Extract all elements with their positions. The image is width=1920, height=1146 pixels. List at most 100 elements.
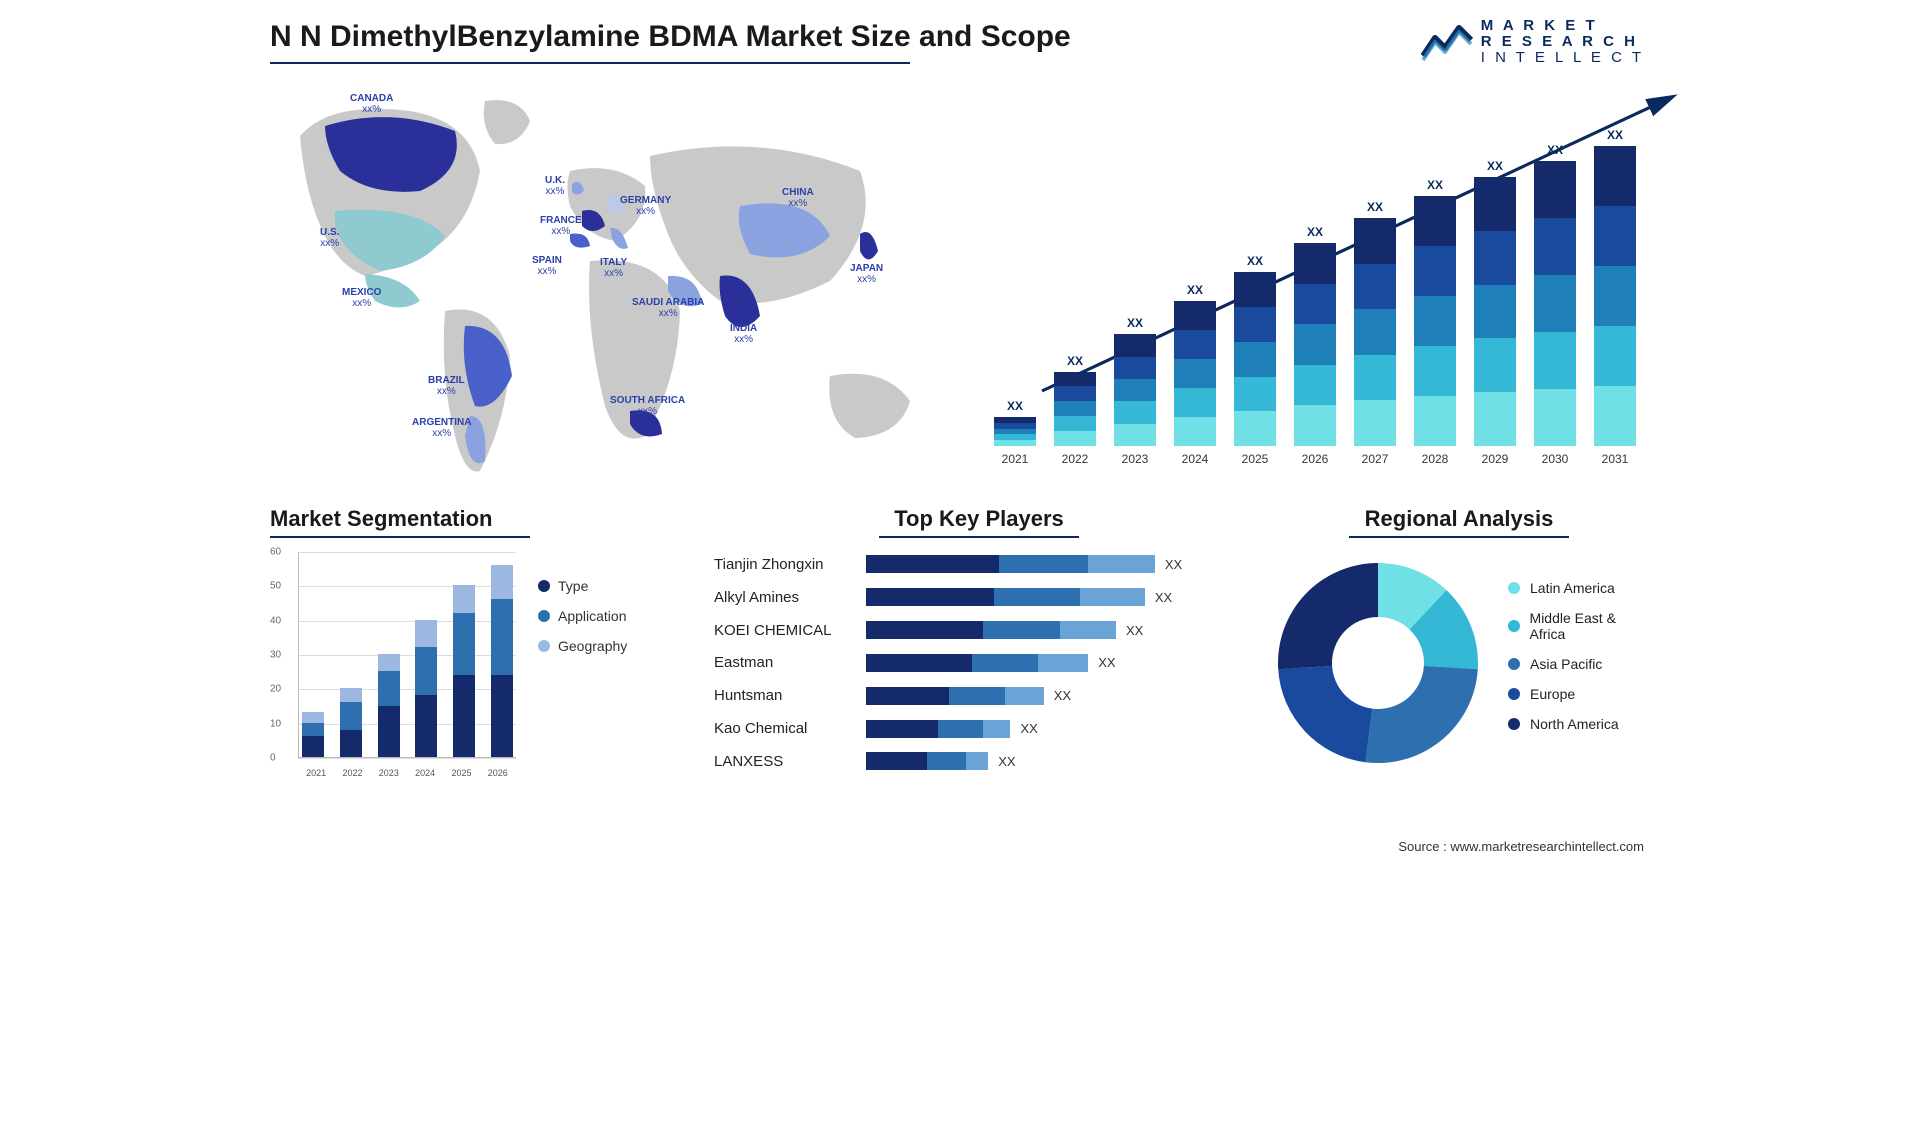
seg-y-tick: 10 xyxy=(270,718,281,729)
player-bar-row: XX xyxy=(866,554,1244,574)
growth-year-label: 2031 xyxy=(1602,452,1629,466)
map-label: FRANCExx% xyxy=(540,216,582,237)
growth-value-label: XX xyxy=(1547,143,1563,157)
player-value-label: XX xyxy=(1054,688,1071,703)
player-name: Huntsman xyxy=(714,687,854,704)
seg-x-tick: 2022 xyxy=(334,768,370,778)
seg-x-tick: 2025 xyxy=(443,768,479,778)
growth-value-label: XX xyxy=(1307,225,1323,239)
seg-y-tick: 50 xyxy=(270,581,281,592)
players-names: Tianjin Zhongxin Alkyl Amines KOEI CHEMICA… xyxy=(714,548,854,778)
seg-bar xyxy=(337,688,365,757)
map-label: CHINAxx% xyxy=(782,188,814,209)
player-bar-row: XX xyxy=(866,653,1244,673)
seg-x-tick: 2026 xyxy=(480,768,516,778)
growth-bar: XX2027 xyxy=(1350,200,1400,466)
growth-bar: XX2026 xyxy=(1290,225,1340,466)
seg-y-tick: 60 xyxy=(270,547,281,558)
donut-slice xyxy=(1278,666,1372,762)
growth-bar: XX2025 xyxy=(1230,254,1280,466)
world-map-chart: CANADAxx%U.S.xx%MEXICOxx%BRAZILxx%ARGENT… xyxy=(270,76,940,496)
bottom-row: Market Segmentation 0102030405060 202120… xyxy=(270,506,1650,796)
key-players-panel: Top Key Players Tianjin ZhongxinAlkyl Am… xyxy=(714,506,1244,796)
growth-year-label: 2028 xyxy=(1422,452,1449,466)
segmentation-chart: 0102030405060 202120222023202420252026 xyxy=(270,548,520,778)
growth-bar: XX 2022 xyxy=(1050,354,1100,466)
regional-title: Regional Analysis xyxy=(1268,506,1650,532)
growth-year-label: 2023 xyxy=(1122,452,1149,466)
map-label: CANADAxx% xyxy=(350,94,393,115)
growth-bar: XX2021 xyxy=(990,399,1040,466)
growth-value-label: XX xyxy=(1247,254,1263,268)
donut-slice xyxy=(1278,563,1378,669)
player-value-label: XX xyxy=(1020,721,1037,736)
region-legend-item: Europe xyxy=(1508,686,1650,702)
map-country-japan xyxy=(860,232,878,259)
growth-value-label: XX xyxy=(1007,399,1023,413)
map-label: GERMANYxx% xyxy=(620,196,671,217)
growth-bar: XX 2031 xyxy=(1590,128,1640,466)
seg-x-tick: 2024 xyxy=(407,768,443,778)
seg-bar xyxy=(488,565,516,757)
map-label: JAPANxx% xyxy=(850,264,883,285)
regional-panel: Regional Analysis Latin America Middle Ea… xyxy=(1268,506,1650,796)
seg-x-tick: 2023 xyxy=(371,768,407,778)
player-name: Tianjin Zhongxin xyxy=(714,556,854,573)
logo-text: M A R K E T R E S E A R C H I N T E L L … xyxy=(1481,18,1644,65)
growth-year-label: 2030 xyxy=(1542,452,1569,466)
source-attribution: Source : www.marketresearchintellect.com xyxy=(1398,839,1644,854)
growth-bar: XX 2029 xyxy=(1470,159,1520,466)
player-name: Kao Chemical xyxy=(714,720,854,737)
map-label: SOUTH AFRICAxx% xyxy=(610,396,685,417)
growth-bar: XX 2028 xyxy=(1410,178,1460,466)
map-label: ITALYxx% xyxy=(600,258,627,279)
region-legend-item: North America xyxy=(1508,716,1650,732)
player-name: KOEI CHEMICAL xyxy=(714,622,854,639)
growth-year-label: 2027 xyxy=(1362,452,1389,466)
seg-y-tick: 0 xyxy=(270,753,276,764)
seg-legend-item: Type xyxy=(538,578,690,594)
seg-y-tick: 20 xyxy=(270,684,281,695)
map-label: SPAINxx% xyxy=(532,256,562,277)
infographic-container: N N DimethylBenzylamine BDMA Market Size… xyxy=(240,0,1680,860)
growth-value-label: XX xyxy=(1487,159,1503,173)
region-legend-item: Asia Pacific xyxy=(1508,656,1650,672)
seg-bar xyxy=(375,654,403,757)
growth-bar: XX 2030 xyxy=(1530,143,1580,466)
player-bar-row: XX xyxy=(866,751,1244,771)
player-name: Alkyl Amines xyxy=(714,589,854,606)
seg-legend-item: Geography xyxy=(538,638,690,654)
segmentation-title: Market Segmentation xyxy=(270,506,690,532)
seg-y-tick: 40 xyxy=(270,615,281,626)
growth-value-label: XX xyxy=(1427,178,1443,192)
seg-y-tick: 30 xyxy=(270,650,281,661)
growth-value-label: XX xyxy=(1067,354,1083,368)
player-value-label: XX xyxy=(1155,590,1172,605)
growth-value-label: XX xyxy=(1187,283,1203,297)
title-underline xyxy=(270,62,910,64)
growth-bar: XX2023 xyxy=(1110,316,1160,466)
map-label: BRAZILxx% xyxy=(428,376,465,397)
seg-legend-item: Application xyxy=(538,608,690,624)
player-value-label: XX xyxy=(1165,557,1182,572)
seg-bar xyxy=(299,712,327,757)
map-label: ARGENTINAxx% xyxy=(412,418,471,439)
region-legend-item: Middle East & Africa xyxy=(1508,610,1650,642)
seg-bar xyxy=(450,585,478,757)
player-bar-row: XX xyxy=(866,587,1244,607)
player-value-label: XX xyxy=(1098,655,1115,670)
map-label: SAUDI ARABIAxx% xyxy=(632,298,704,319)
growth-year-label: 2022 xyxy=(1062,452,1089,466)
growth-year-label: 2029 xyxy=(1482,452,1509,466)
seg-bar xyxy=(412,620,440,757)
donut-slice xyxy=(1365,666,1477,763)
growth-value-label: XX xyxy=(1607,128,1623,142)
map-label: U.S.xx% xyxy=(320,228,339,249)
regional-legend: Latin America Middle East & Africa Asia Pa… xyxy=(1508,580,1650,746)
player-value-label: XX xyxy=(998,754,1015,769)
map-svg xyxy=(270,76,940,496)
region-legend-item: Latin America xyxy=(1508,580,1650,596)
player-bar-row: XX xyxy=(866,719,1244,739)
growth-bar-chart: XX2021XX2022XX2023XX2024XX2025XX2026XX20… xyxy=(970,76,1650,496)
segmentation-panel: Market Segmentation 0102030405060 202120… xyxy=(270,506,690,796)
